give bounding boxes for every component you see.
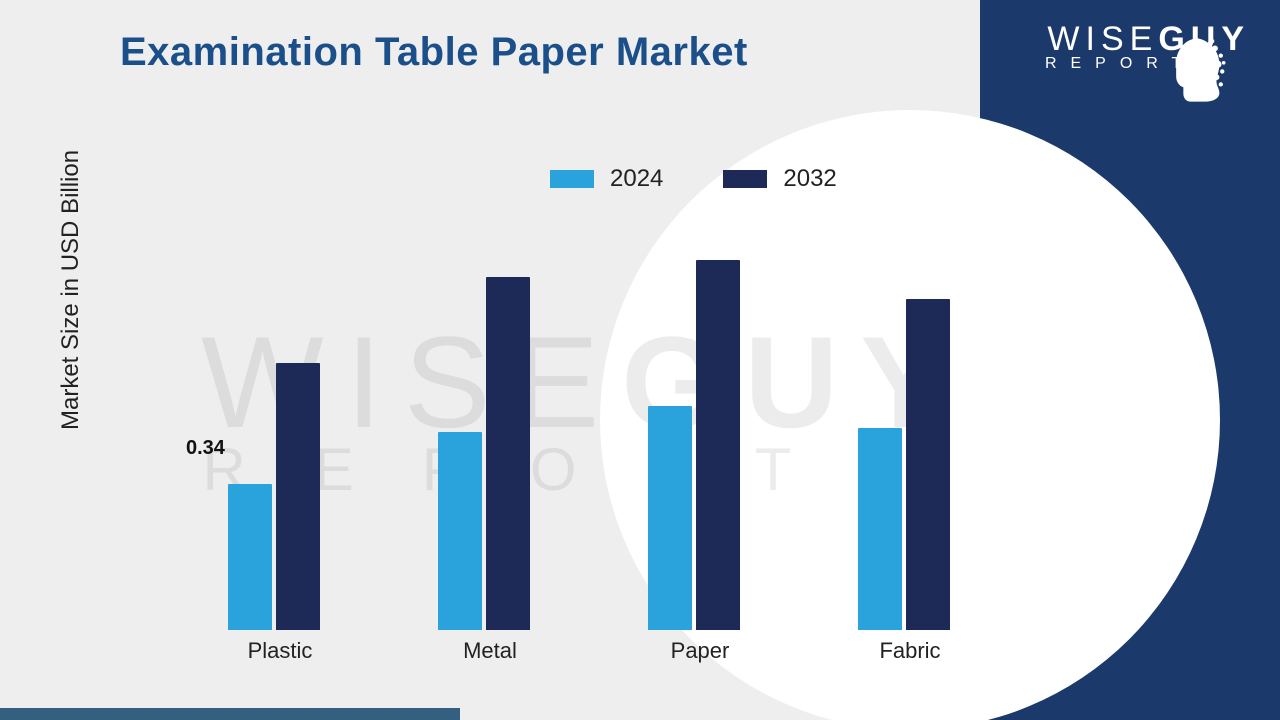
- chart: Market Size in USD Billion PlasticMetalP…: [105, 200, 985, 660]
- x-axis-label: Metal: [390, 638, 590, 664]
- y-axis-label: Market Size in USD Billion: [57, 150, 85, 430]
- x-axis-label: Fabric: [810, 638, 1010, 664]
- value-label: 0.34: [186, 437, 225, 460]
- bar: [438, 432, 482, 630]
- legend: 2024 2032: [550, 165, 837, 193]
- bar: [486, 277, 530, 630]
- legend-label-2024: 2024: [610, 165, 663, 193]
- plot-area: PlasticMetalPaperFabric0.34: [160, 200, 985, 630]
- brand-subline: REPORTS: [990, 55, 1220, 73]
- bottom-strip: [0, 708, 460, 720]
- brand-name-1: WISE: [1047, 20, 1158, 58]
- brand-logo: WISEGUY REPORTS: [990, 20, 1250, 73]
- bar: [648, 406, 692, 630]
- x-axis-label: Plastic: [180, 638, 380, 664]
- stage: Examination Table Paper Market WISEGUY R…: [0, 0, 1280, 720]
- x-axis-label: Paper: [600, 638, 800, 664]
- legend-item-2024: 2024: [550, 165, 663, 193]
- legend-item-2032: 2032: [723, 165, 836, 193]
- chart-title: Examination Table Paper Market: [120, 30, 748, 75]
- bar: [906, 299, 950, 630]
- bar: [228, 484, 272, 630]
- legend-label-2032: 2032: [783, 165, 836, 193]
- legend-swatch-2032: [723, 170, 767, 188]
- bar: [276, 363, 320, 630]
- brand-name-2: GUY: [1158, 20, 1250, 58]
- legend-swatch-2024: [550, 170, 594, 188]
- bar: [696, 260, 740, 630]
- bar: [858, 428, 902, 630]
